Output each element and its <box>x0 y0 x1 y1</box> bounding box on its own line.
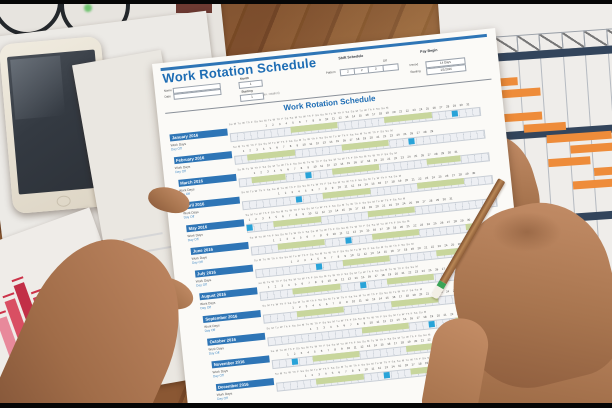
frame-bar-bottom <box>0 403 612 408</box>
showthrough-text <box>122 232 163 241</box>
day-number: 31 <box>449 196 453 201</box>
day-off-label: Day Off <box>170 146 182 152</box>
day-number: 30 <box>466 217 471 222</box>
month-bar: October 2016 <box>207 332 266 346</box>
gantt-bar <box>498 87 541 99</box>
gantt-bar <box>593 165 612 176</box>
day-off-label: Day Off <box>191 259 203 265</box>
gantt-bar <box>499 111 543 123</box>
knuckle-shading <box>492 212 562 252</box>
month-bar: December 2016 <box>215 378 275 392</box>
month-bar: January 2016 <box>169 128 228 142</box>
month-bar: May 2016 <box>186 219 245 233</box>
highlight-day-cell <box>246 223 254 231</box>
month-bar: March 2016 <box>177 173 237 187</box>
day-off-label: Day Off <box>200 305 212 311</box>
highlight-day-cell <box>305 171 312 179</box>
month-bar: June 2016 <box>190 241 249 255</box>
phone-home-button <box>56 195 72 208</box>
red-bar-label <box>11 276 24 283</box>
day-number: 31 <box>466 102 470 107</box>
gantt-bar <box>569 142 612 154</box>
month-bar: September 2016 <box>203 309 262 324</box>
day-number: 30 <box>471 170 476 176</box>
day-off-label: Day Off <box>208 350 220 356</box>
month-bar: November 2016 <box>211 355 270 369</box>
highlight-day-cell <box>344 236 352 244</box>
gantt-bar <box>572 177 612 190</box>
highlight-day-cell <box>315 262 322 270</box>
frame-bar-top <box>0 0 612 4</box>
day-off-label: Day Off <box>175 169 187 175</box>
red-bar-label <box>2 292 15 299</box>
phone-screen-reflection <box>10 55 66 120</box>
day-number: 31 <box>454 149 458 154</box>
day-off-label: Day Off <box>183 214 195 220</box>
highlight-day-cell <box>291 357 299 365</box>
day-off-label: Day Off <box>212 373 224 379</box>
day-off-label: Day Off <box>204 327 216 333</box>
day-off-label: Day Off <box>195 282 208 288</box>
lens-reflection <box>84 4 92 12</box>
highlight-day-cell <box>451 109 459 117</box>
month-bar: April 2016 <box>182 196 241 210</box>
month-bar: August 2016 <box>198 287 258 301</box>
red-bar-label <box>0 310 7 317</box>
highlight-day-cell <box>428 320 436 327</box>
day-off-label: Day Off <box>187 237 199 243</box>
gantt-bar <box>548 156 591 168</box>
month-bar: February 2016 <box>173 151 233 165</box>
month-bar: July 2016 <box>194 264 254 278</box>
highlight-day-cell <box>408 137 416 145</box>
highlight-day-cell <box>383 371 390 378</box>
day-off-label: Day Off <box>216 395 229 402</box>
highlight-day-cell <box>296 195 303 203</box>
highlight-day-cell <box>359 281 367 288</box>
day-number: 29 <box>429 128 434 134</box>
